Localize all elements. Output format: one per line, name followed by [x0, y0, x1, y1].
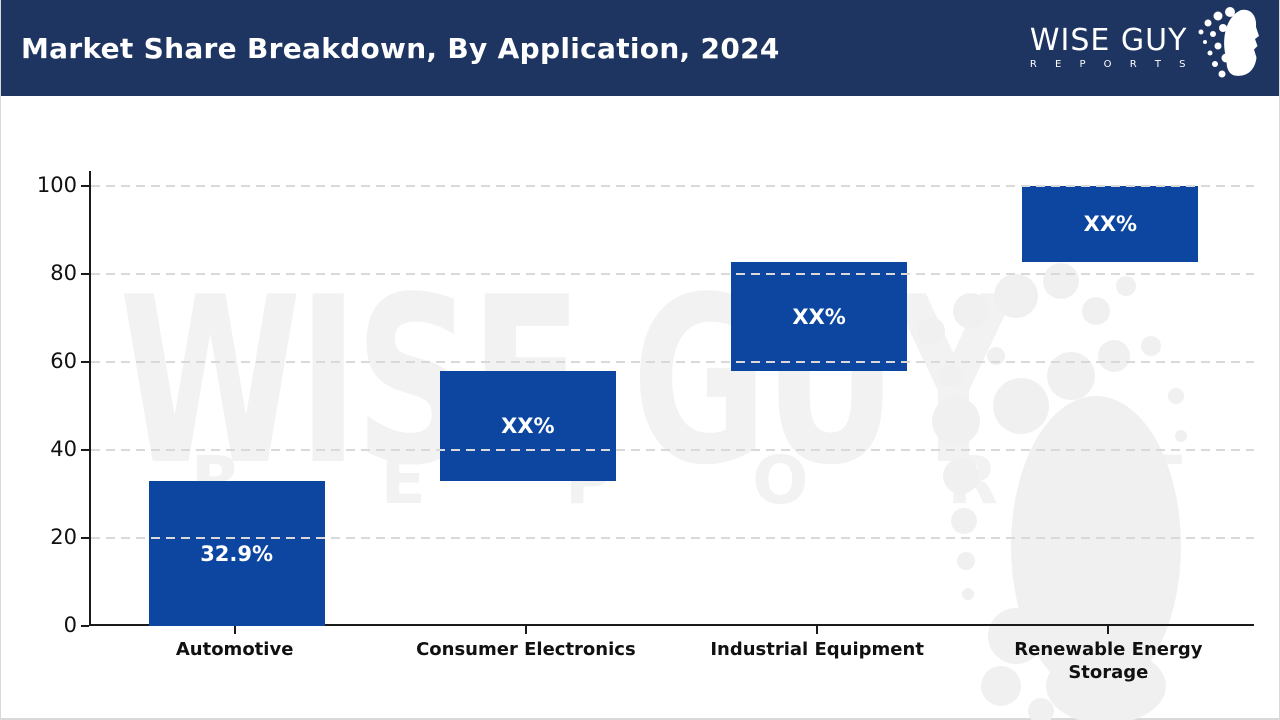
x-category-label: Industrial Equipment [710, 639, 924, 660]
x-category-label: Automotive [175, 639, 294, 660]
watermark-head-icon [917, 263, 1187, 720]
chart-area: WISE GUY R E P O R T S 02040608010032.9%… [1, 96, 1279, 720]
x-tick-mark-4 [1107, 626, 1110, 634]
brand-logo-text: WISE GUY R E P O R T S [1030, 26, 1193, 70]
brand-logo: WISE GUY R E P O R T S [1030, 6, 1259, 90]
bar-value-label: XX% [501, 413, 555, 438]
bar-consumer-electronics: XX% [439, 370, 616, 482]
plot-area: 0 20 40 60 80 100 32.9% XX% XX% XX% [37, 171, 1254, 637]
y-tick-mark-60 [81, 361, 89, 364]
gridline-y-20 [91, 537, 1254, 540]
wise-guy-head-icon [1198, 7, 1259, 78]
bar-value-label: XX% [792, 304, 846, 329]
x-category-label: Consumer Electronics [416, 639, 636, 660]
x-tick-mark-3 [816, 626, 819, 634]
y-tick-label-20: 20 [50, 525, 77, 550]
x-tick-mark-2 [524, 626, 527, 634]
y-tick-mark-80 [81, 273, 89, 276]
bar-industrial-equipment: XX% [731, 262, 908, 371]
logo-subtext: R E P O R T S [1029, 59, 1193, 70]
bar-renewable-energy-storage: XX% [1022, 186, 1199, 263]
y-tick-mark-100 [81, 185, 89, 188]
y-tick-label-60: 60 [50, 349, 77, 374]
y-tick-mark-40 [81, 449, 89, 452]
page-title: Market Share Breakdown, By Application, … [21, 31, 780, 65]
header-bar: Market Share Breakdown, By Application, … [1, 0, 1279, 96]
y-tick-label-80: 80 [50, 261, 77, 286]
gridline-y-60 [91, 361, 1254, 364]
y-tick-label-100: 100 [36, 173, 77, 198]
gridline-y-80 [91, 273, 1254, 276]
bar-value-label: 32.9% [200, 541, 274, 566]
gridline-y-100 [91, 185, 1254, 188]
y-tick-label-40: 40 [50, 437, 77, 462]
y-tick-mark-0 [81, 625, 89, 627]
gridline-y-40 [91, 449, 1254, 452]
y-tick-label-0: 0 [63, 613, 77, 637]
logo-wordmark: WISE GUY [1029, 23, 1188, 58]
bar-value-label: XX% [1083, 212, 1138, 237]
bar-automotive: 32.9% [148, 481, 325, 626]
y-tick-mark-20 [81, 537, 89, 540]
x-category-label: Renewable Energy Storage [1014, 639, 1203, 683]
x-tick-mark-1 [233, 626, 236, 634]
